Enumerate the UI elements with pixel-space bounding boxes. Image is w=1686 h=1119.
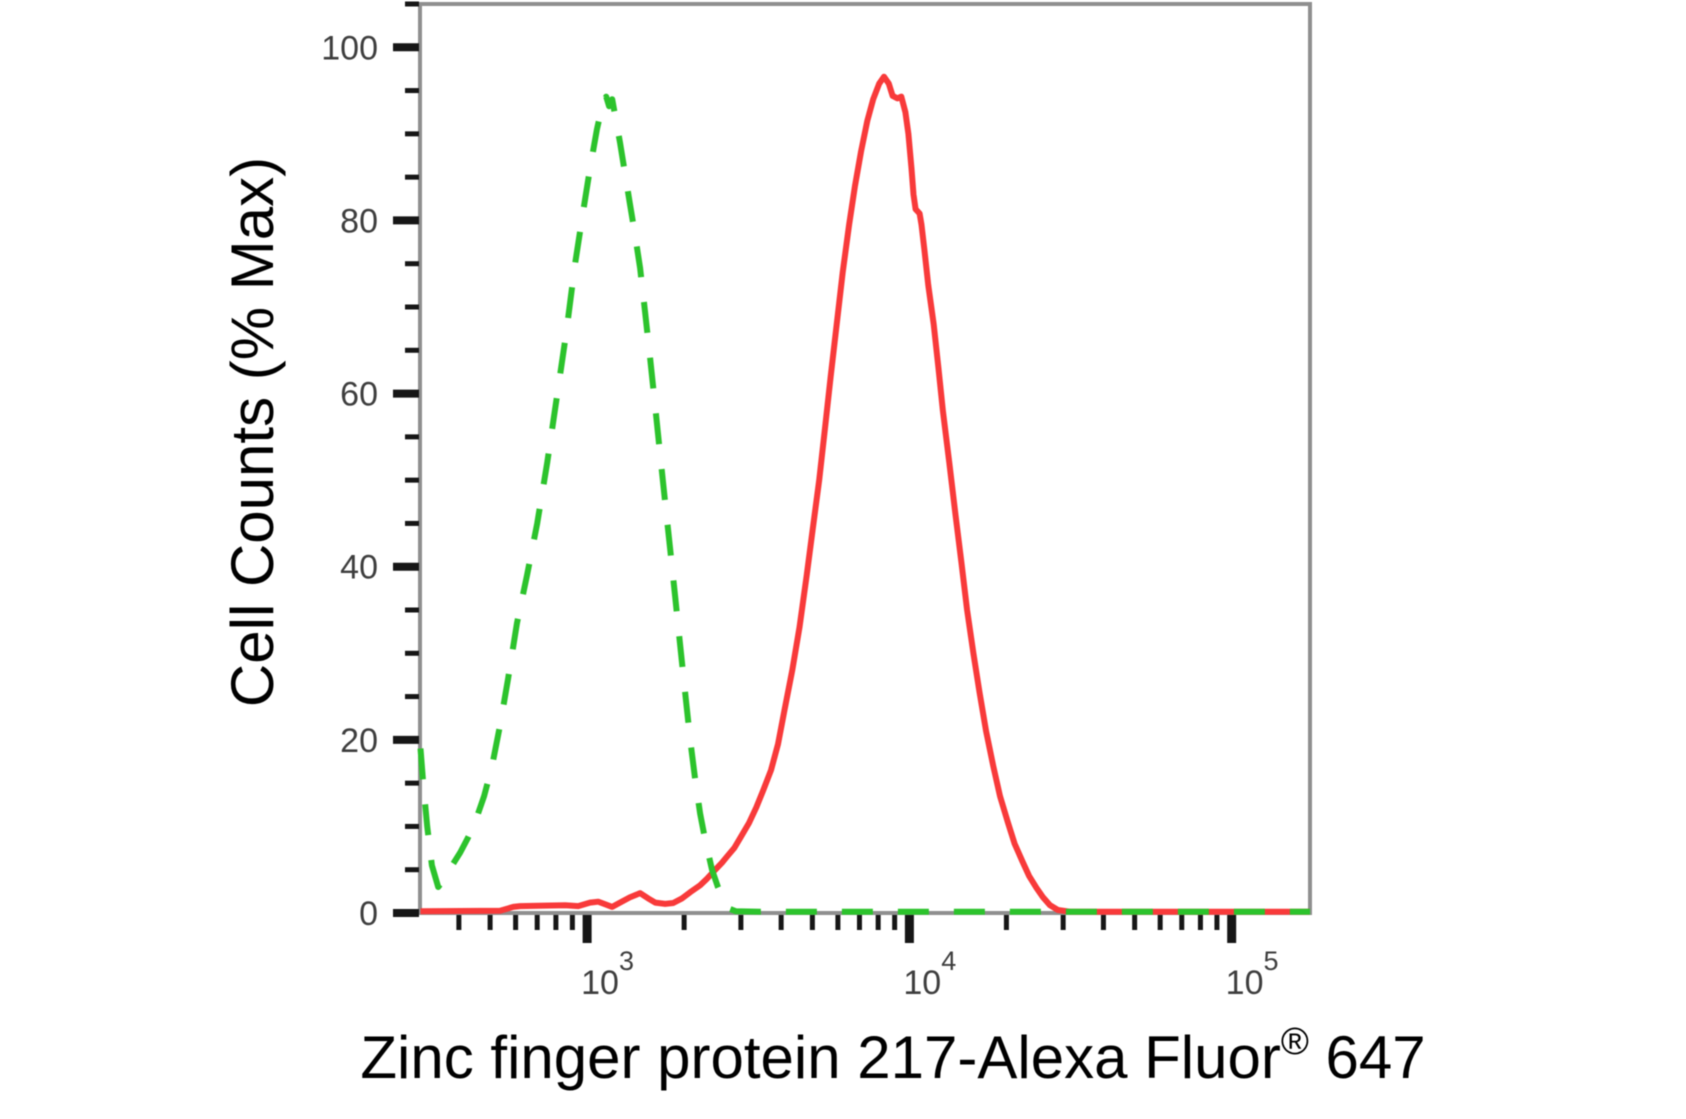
sample-curve <box>420 73 1310 915</box>
x-tick-label: 105 <box>1226 946 1279 1002</box>
y-tick-label: 60 <box>340 376 378 414</box>
registered-trademark-symbol: ® <box>1281 1021 1309 1063</box>
x-tick-label: 104 <box>903 946 956 1002</box>
x-axis-title: Zinc finger protein 217-Alexa Fluor® 647 <box>360 1021 1425 1091</box>
y-axis-title: Cell Counts (% Max) <box>219 157 286 707</box>
x-axis-title-main: Zinc finger protein 217-Alexa Fluor <box>360 1024 1280 1091</box>
y-tick-label: 20 <box>340 722 378 760</box>
y-tick-label: 80 <box>340 202 378 240</box>
y-tick-label: 100 <box>321 29 378 67</box>
x-axis-title-tail: 647 <box>1309 1024 1426 1091</box>
axis-tick-labels: 103 104 105 100 80 60 40 20 0 <box>321 29 1278 1002</box>
control-curve <box>417 93 1310 915</box>
y-tick-label: 40 <box>340 549 378 587</box>
x-tick-label: 103 <box>581 946 634 1002</box>
y-tick-label: 0 <box>359 895 378 933</box>
axis-ticks <box>393 1 1237 943</box>
curves <box>417 73 1310 915</box>
